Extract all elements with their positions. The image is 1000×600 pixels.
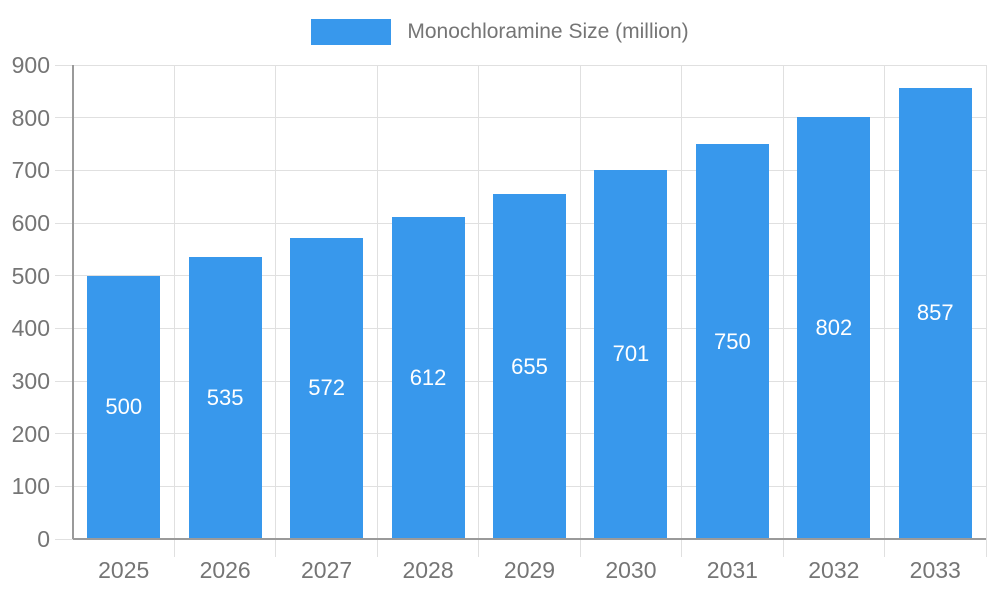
y-tick-label: 100 (11, 473, 50, 500)
gridline-v (884, 65, 886, 557)
x-tick-label: 2028 (402, 557, 454, 583)
x-tick-label: 2025 (98, 557, 150, 583)
y-tick-label: 200 (11, 420, 50, 447)
y-tick-label: 0 (37, 526, 50, 552)
bar-2028[interactable]: 612 (391, 216, 465, 539)
bar-value-label: 802 (815, 314, 853, 340)
bar-value-label: 701 (612, 341, 650, 367)
gridline-h (55, 64, 986, 66)
y-tick-label: 600 (11, 210, 50, 236)
gridline-v (478, 65, 480, 557)
legend-label: Monochloramine Size (million) (407, 20, 689, 43)
y-axis-line (72, 65, 74, 539)
y-tick-label: 800 (11, 104, 50, 131)
bar-2026[interactable]: 535 (188, 257, 262, 539)
bar-value-label: 500 (105, 394, 143, 420)
y-tick-label: 300 (11, 368, 50, 394)
x-tick-label: 2032 (808, 557, 860, 583)
bar-2033[interactable]: 857 (898, 87, 972, 539)
gridline-h (55, 169, 986, 171)
bar-2030[interactable]: 701 (594, 169, 668, 539)
legend-swatch (311, 19, 392, 45)
bar-value-label: 857 (916, 300, 954, 326)
gridline-v (376, 65, 378, 557)
x-tick-label: 2029 (503, 557, 556, 583)
bar-2027[interactable]: 572 (290, 237, 364, 539)
gridline-h (55, 538, 73, 540)
x-tick-label: 2026 (199, 557, 251, 583)
gridline-v (782, 65, 784, 557)
gridline-v (985, 65, 987, 557)
y-tick-label: 400 (11, 315, 50, 342)
x-tick-label: 2027 (301, 557, 353, 583)
y-tick-label: 500 (11, 262, 50, 289)
y-tick-label: 700 (11, 157, 50, 184)
gridline-v (275, 65, 277, 557)
bar-2031[interactable]: 750 (695, 144, 769, 539)
x-tick-label: 2030 (605, 557, 657, 583)
bar-2029[interactable]: 655 (493, 194, 566, 539)
x-tick-label: 2033 (909, 557, 961, 583)
bar-value-label: 750 (714, 328, 751, 354)
y-tick-label: 900 (11, 52, 50, 78)
gridline-v (173, 65, 175, 557)
bar-value-label: 572 (308, 375, 345, 401)
bar-value-label: 612 (409, 364, 447, 390)
gridline-v (681, 65, 683, 557)
bar-2025[interactable]: 500 (87, 275, 161, 539)
legend[interactable]: Monochloramine Size (million) (0, 0, 1000, 64)
bar-2032[interactable]: 802 (797, 116, 871, 539)
plot-area: 500 535 572 612 655 701 750 802 857 (55, 64, 987, 557)
gridline-h (55, 117, 986, 119)
x-axis-line (73, 538, 986, 540)
bar-value-label: 535 (206, 385, 244, 411)
bar-value-label: 655 (511, 353, 548, 379)
x-tick-label: 2031 (706, 557, 758, 583)
gridline-v (579, 65, 581, 557)
